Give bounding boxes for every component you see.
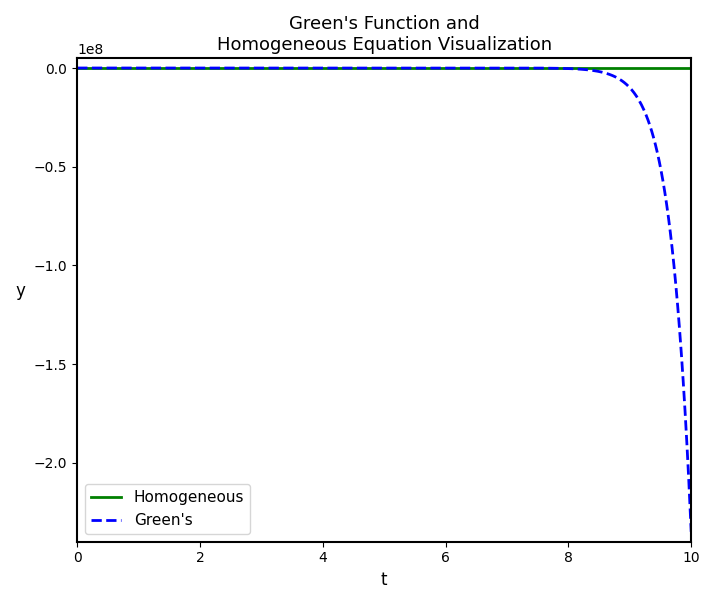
Homogeneous bbox=[495, 65, 503, 72]
Green's bbox=[687, 528, 696, 536]
Line: Green's: Green's bbox=[77, 68, 691, 532]
Green's bbox=[321, 65, 330, 72]
X-axis label: t: t bbox=[381, 571, 388, 589]
Green's bbox=[73, 65, 82, 72]
Homogeneous bbox=[73, 65, 82, 72]
Homogeneous bbox=[321, 65, 330, 72]
Title: Green's Function and
Homogeneous Equation Visualization: Green's Function and Homogeneous Equatio… bbox=[217, 15, 552, 54]
Homogeneous bbox=[563, 65, 571, 72]
Green's bbox=[136, 65, 144, 72]
Green's bbox=[495, 65, 503, 72]
Homogeneous bbox=[136, 65, 144, 72]
Homogeneous bbox=[687, 65, 696, 72]
Homogeneous bbox=[343, 65, 352, 72]
Green's bbox=[343, 65, 352, 72]
Green's bbox=[563, 65, 571, 72]
Legend: Homogeneous, Green's: Homogeneous, Green's bbox=[85, 484, 250, 534]
Homogeneous bbox=[552, 65, 561, 72]
Y-axis label: y: y bbox=[15, 282, 25, 300]
Green's bbox=[552, 65, 561, 72]
